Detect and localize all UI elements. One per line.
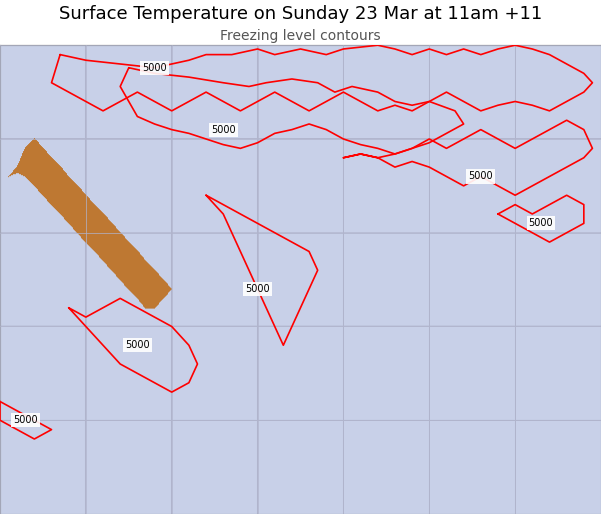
Text: 5000: 5000 [529, 218, 553, 228]
Text: 5000: 5000 [245, 284, 270, 294]
Text: Surface Temperature on Sunday 23 Mar at 11am +11: Surface Temperature on Sunday 23 Mar at … [59, 5, 542, 23]
Text: 5000: 5000 [125, 340, 150, 350]
Text: 5000: 5000 [142, 63, 167, 73]
Text: 5000: 5000 [469, 172, 493, 181]
Text: Freezing level contours: Freezing level contours [220, 29, 381, 43]
Text: 5000: 5000 [211, 124, 236, 135]
Text: 5000: 5000 [13, 415, 38, 425]
